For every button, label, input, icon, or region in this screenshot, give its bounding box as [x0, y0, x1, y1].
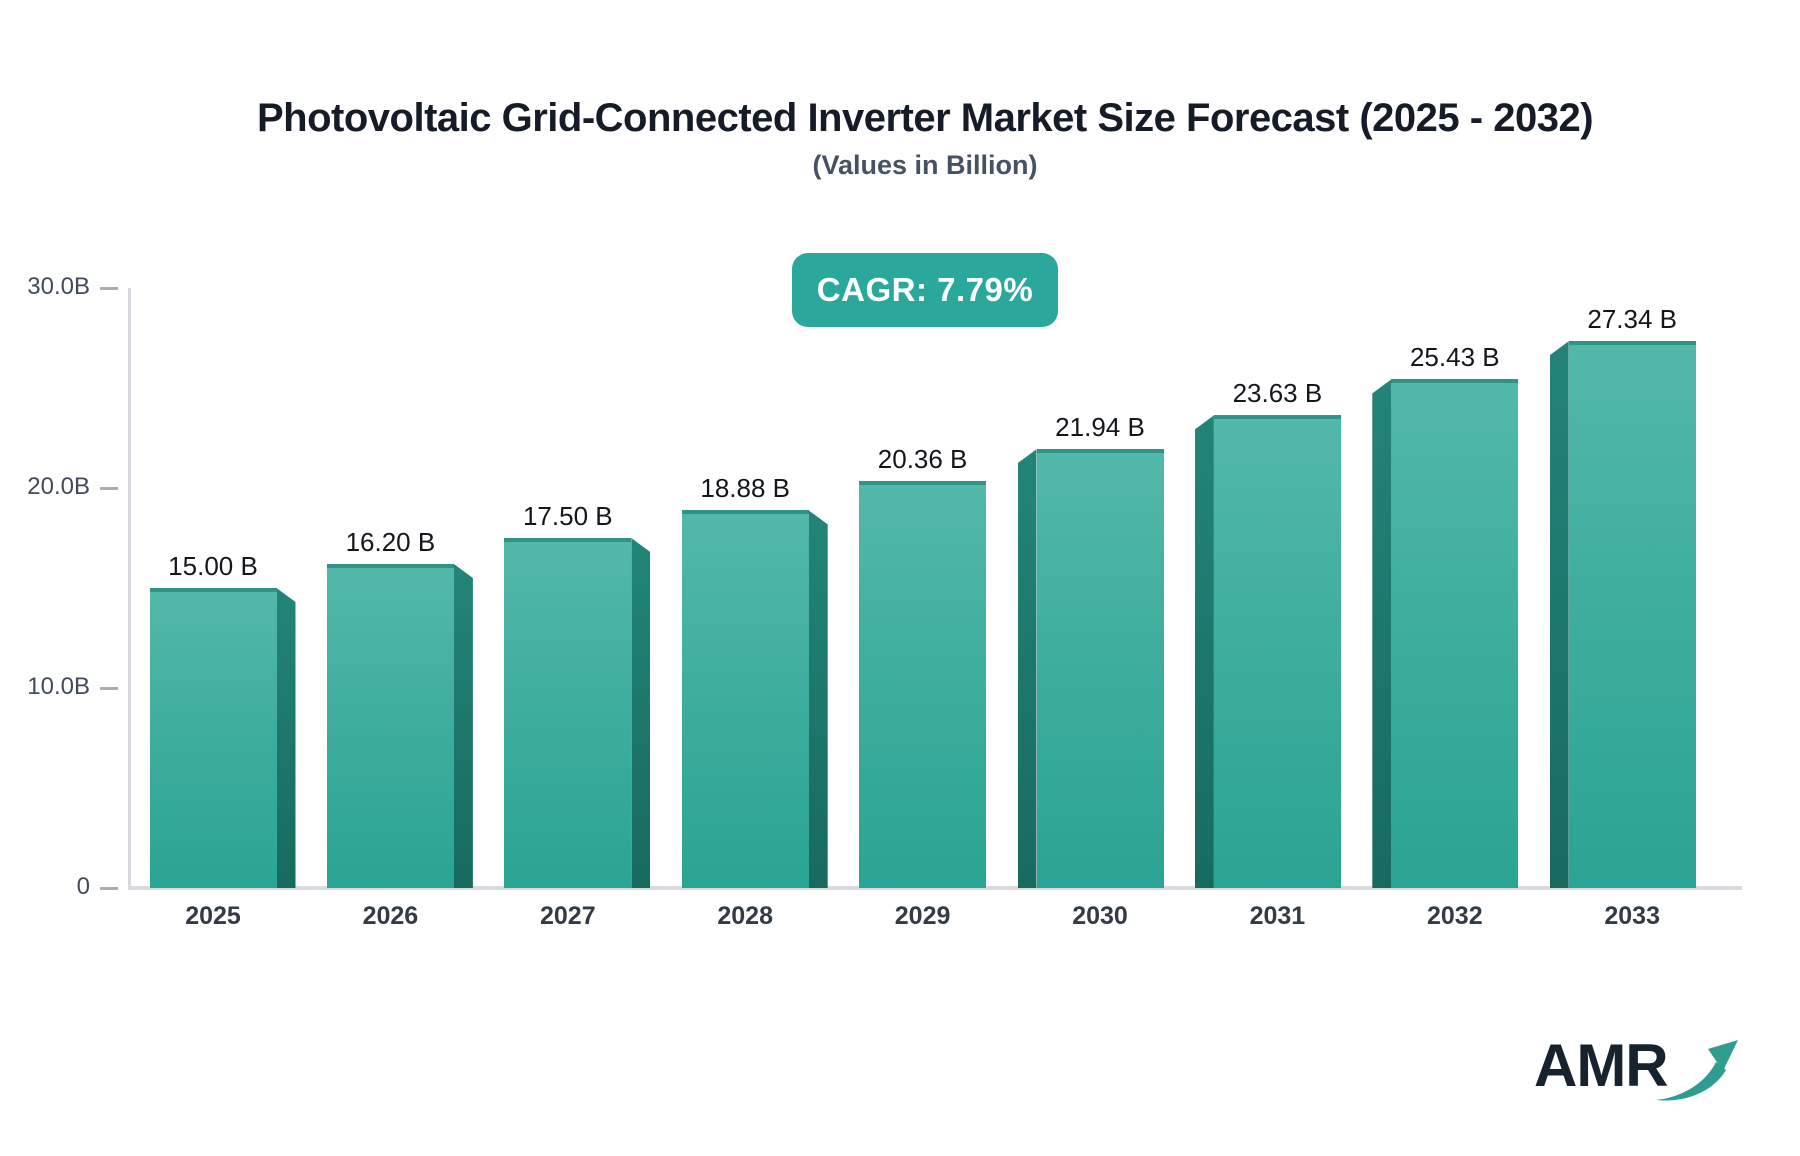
y-tick-mark [100, 686, 118, 690]
x-tick-label: 2033 [1604, 902, 1660, 930]
bar-side-2025 [276, 588, 296, 888]
bar-2032 [1391, 379, 1519, 888]
y-tick-mark [100, 286, 118, 290]
y-tick-label: 20.0B [27, 473, 90, 500]
bar-2028 [681, 510, 809, 888]
cagr-badge-row: CAGR: 7.79% [0, 253, 1800, 327]
x-tick-label: 2031 [1249, 902, 1306, 930]
bar-2029 [859, 480, 987, 888]
cagr-badge: CAGR: 7.79% [791, 253, 1059, 327]
bar-value-label: 25.43 B [1409, 342, 1500, 373]
y-tick-label: 30.0B [27, 273, 90, 300]
y-axis-line [128, 288, 131, 889]
bar-side-2031 [1194, 415, 1214, 888]
bar-2031 [1213, 415, 1341, 888]
bar-value-label: 16.20 B [345, 527, 436, 557]
y-tick-mark [100, 486, 118, 490]
amr-logo-text: AMR [1534, 1032, 1669, 1099]
bar-2027 [504, 538, 632, 888]
bar-value-label: 15.00 B [168, 551, 258, 581]
x-tick-label: 2025 [185, 902, 241, 930]
x-tick-label: 2027 [539, 902, 596, 930]
bar-2025 [149, 588, 277, 888]
y-tick-label: 10.0B [27, 673, 90, 700]
x-axis-line [128, 886, 1742, 890]
bar-side-2033 [1549, 341, 1569, 888]
bar-value-label: 20.36 B [877, 443, 968, 474]
x-tick-label: 2032 [1426, 902, 1483, 930]
bar-side-2026 [453, 564, 473, 888]
bar-side-2028 [808, 510, 828, 888]
bar-value-label: 27.34 B [1587, 304, 1678, 335]
y-tick-label: 0 [76, 873, 90, 900]
bar-side-2032 [1372, 379, 1392, 888]
bar-2030 [1036, 449, 1164, 888]
chart-title: Photovoltaic Grid-Connected Inverter Mar… [256, 96, 1594, 140]
x-tick-label: 2026 [362, 902, 419, 930]
chart-subtitle: (Values in Billion) [812, 150, 1038, 180]
x-tick-label: 2028 [717, 902, 773, 930]
bar-2033 [1568, 341, 1696, 888]
bar-value-label: 18.88 B [700, 473, 791, 504]
bar-side-2030 [1017, 449, 1037, 888]
amr-logo: AMR [1534, 1032, 1744, 1106]
bar-side-2027 [631, 538, 651, 888]
x-tick-label: 2030 [1072, 902, 1128, 930]
bar-value-label: 23.63 B [1232, 378, 1323, 409]
bar-value-label: 21.94 B [1055, 412, 1145, 443]
trend-up-arrow-icon [1655, 1040, 1738, 1101]
bar-value-label: 17.50 B [522, 501, 613, 531]
y-tick-mark [100, 886, 118, 890]
x-tick-label: 2029 [894, 902, 951, 930]
bar-2026 [326, 564, 454, 888]
